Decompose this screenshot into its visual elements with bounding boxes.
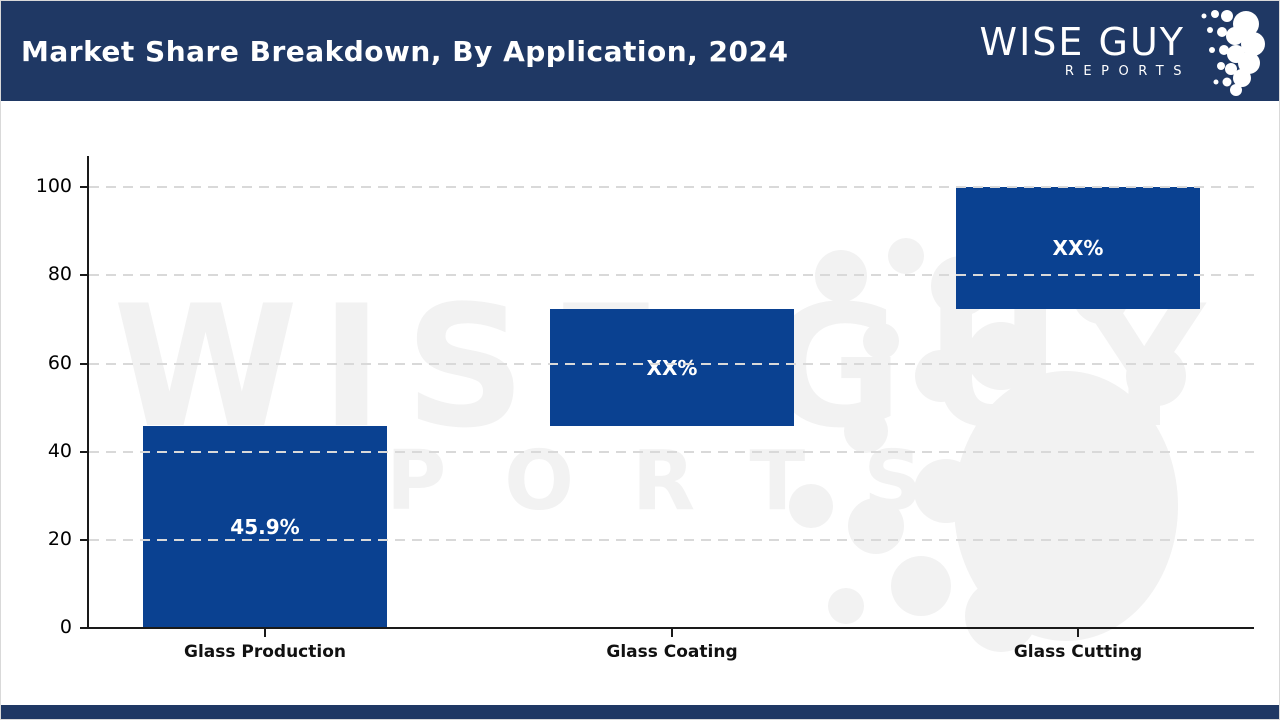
x-tick bbox=[264, 629, 266, 637]
gridline bbox=[89, 450, 1254, 453]
y-tick-label: 80 bbox=[47, 263, 72, 286]
gridline bbox=[89, 538, 1254, 541]
y-tick-label: 60 bbox=[47, 351, 72, 374]
y-axis-line bbox=[87, 156, 89, 629]
y-tick bbox=[80, 538, 88, 541]
y-tick bbox=[80, 627, 88, 629]
gridline bbox=[89, 186, 1254, 189]
x-tick bbox=[1077, 629, 1079, 637]
gridline bbox=[89, 274, 1254, 277]
bar-value-label: XX% bbox=[646, 355, 698, 380]
bar-value-label: XX% bbox=[1052, 236, 1104, 261]
y-tick bbox=[80, 450, 88, 453]
bar-glass-coating: XX% bbox=[550, 309, 794, 426]
y-tick-label: 40 bbox=[47, 439, 72, 462]
x-axis-label: Glass Coating bbox=[606, 642, 738, 662]
footer-bar bbox=[1, 705, 1279, 719]
page-title: Market Share Breakdown, By Application, … bbox=[21, 34, 789, 68]
logo-tagline-text: REPORTS bbox=[1064, 64, 1191, 79]
gridline bbox=[89, 362, 1254, 365]
header: Market Share Breakdown, By Application, … bbox=[1, 1, 1279, 101]
y-tick-label: 100 bbox=[35, 175, 72, 198]
logo-text: WISE GUY REPORTS bbox=[980, 23, 1185, 79]
y-tick bbox=[80, 274, 88, 277]
logo-name-text: WISE GUY bbox=[979, 20, 1185, 64]
wiseguy-logo: WISE GUY REPORTS bbox=[980, 6, 1279, 96]
bar-glass-cutting: XX% bbox=[956, 187, 1200, 310]
x-tick bbox=[671, 629, 673, 637]
bar-glass-production: 45.9% bbox=[143, 425, 387, 628]
x-axis-line bbox=[87, 627, 1254, 629]
y-tick bbox=[80, 362, 88, 365]
wiseguy-head-icon bbox=[1201, 10, 1265, 96]
y-tick-label: 20 bbox=[47, 527, 72, 550]
bar-value-label: 45.9% bbox=[230, 514, 300, 539]
x-axis-label: Glass Production bbox=[183, 642, 346, 662]
y-tick bbox=[80, 186, 88, 189]
y-tick-label: 0 bbox=[59, 616, 72, 638]
x-axis-label: Glass Cutting bbox=[1013, 642, 1143, 662]
